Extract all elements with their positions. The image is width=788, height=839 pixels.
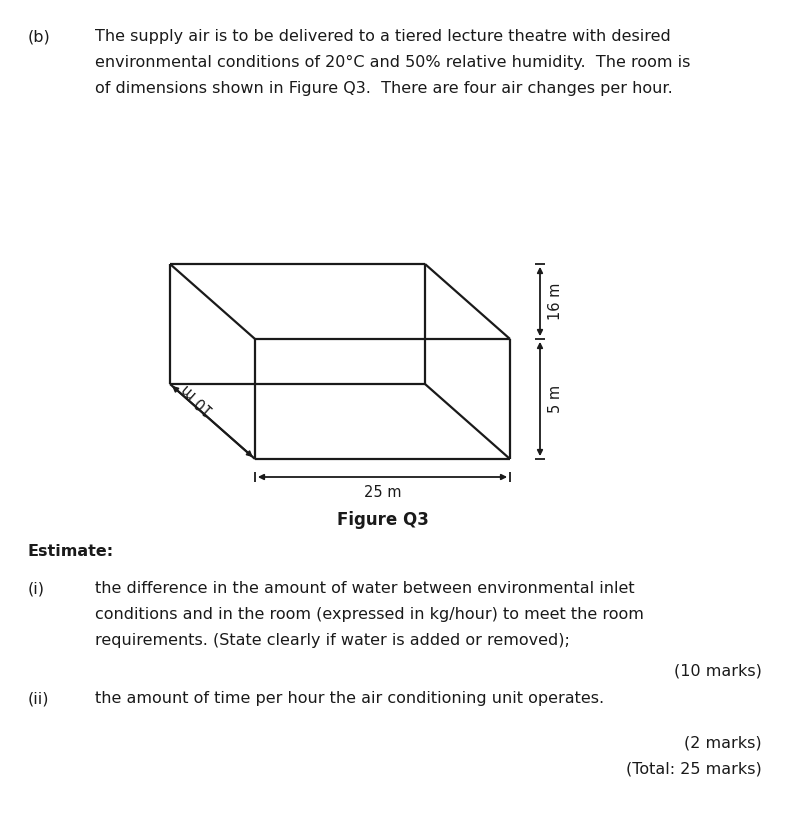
Text: (ii): (ii) [28,691,50,706]
Text: 10 m: 10 m [178,380,217,416]
Text: (b): (b) [28,29,50,44]
Text: of dimensions shown in Figure Q3.  There are four air changes per hour.: of dimensions shown in Figure Q3. There … [95,81,673,96]
Text: The supply air is to be delivered to a tiered lecture theatre with desired: The supply air is to be delivered to a t… [95,29,671,44]
Text: (10 marks): (10 marks) [674,663,762,678]
Text: requirements. (State clearly if water is added or removed);: requirements. (State clearly if water is… [95,633,570,648]
Text: (i): (i) [28,581,45,596]
Text: environmental conditions of 20°C and 50% relative humidity.  The room is: environmental conditions of 20°C and 50%… [95,55,690,70]
Text: the amount of time per hour the air conditioning unit operates.: the amount of time per hour the air cond… [95,691,604,706]
Text: Figure Q3: Figure Q3 [336,511,429,529]
Text: 5 m: 5 m [548,385,563,413]
Text: Estimate:: Estimate: [28,544,114,559]
Text: conditions and in the room (expressed in kg/hour) to meet the room: conditions and in the room (expressed in… [95,607,644,622]
Text: (Total: 25 marks): (Total: 25 marks) [626,761,762,776]
Text: (2 marks): (2 marks) [684,735,762,750]
Text: 25 m: 25 m [364,485,401,500]
Text: 16 m: 16 m [548,283,563,320]
Text: the difference in the amount of water between environmental inlet: the difference in the amount of water be… [95,581,634,596]
